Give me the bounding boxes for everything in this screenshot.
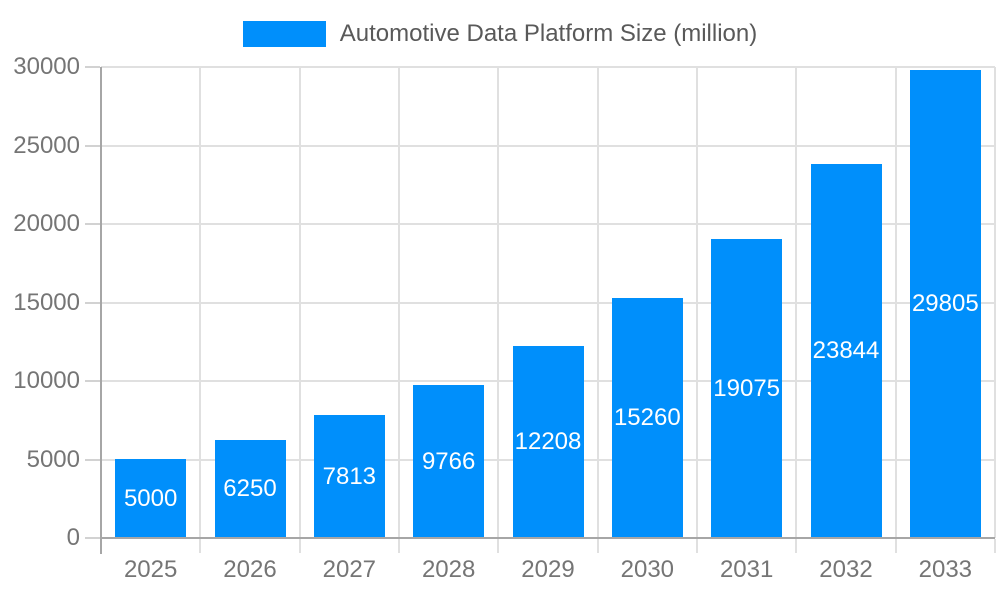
bar-2030: 15260 [611, 298, 683, 538]
x-tick-label: 2032 [819, 556, 873, 583]
bar-value-label: 19075 [713, 374, 781, 402]
bar-value-label: 5000 [123, 484, 178, 512]
y-tick-label: 0 [66, 524, 80, 551]
legend-swatch [242, 21, 326, 47]
bar-2028: 9766 [413, 385, 485, 538]
bar-value-label: 6250 [223, 475, 277, 502]
x-tick-label: 2030 [620, 556, 675, 583]
bar-value-label: 15260 [613, 404, 681, 431]
bar-2031: 19075 [711, 239, 783, 538]
y-tick-label: 30000 [13, 53, 80, 80]
bar-2033: 29805 [909, 70, 981, 538]
x-axis-line [101, 537, 995, 539]
vertical-gridline [497, 67, 500, 538]
x-tick-label: 2029 [521, 556, 575, 583]
bar-value-label: 23844 [812, 337, 880, 364]
x-tick-mark [398, 539, 400, 553]
bar-2029: 12208 [512, 346, 584, 538]
horizontal-gridline [101, 66, 995, 68]
bar-2026: 6250 [214, 440, 286, 538]
plot-area: 5000 6250 7813 9766 12208 15260 19075 23844 2980… [101, 66, 996, 538]
legend: Automotive Data Platform Size (million) [0, 20, 1000, 48]
x-tick-mark [696, 539, 698, 553]
bar-2025: 5000 [115, 459, 187, 538]
y-tick-mark [85, 223, 100, 225]
vertical-gridline [596, 67, 599, 538]
x-tick-label: 2025 [123, 556, 178, 583]
bar-2027: 7813 [313, 415, 385, 538]
legend-label: Automotive Data Platform Size (million) [339, 20, 758, 47]
y-axis-line [100, 67, 102, 554]
y-tick-mark [85, 144, 100, 147]
vertical-gridline [199, 67, 202, 538]
vertical-gridline [894, 67, 897, 538]
vertical-gridline [795, 67, 798, 538]
x-tick-label: 2026 [223, 556, 277, 583]
bar-2032: 23844 [810, 164, 882, 538]
y-tick-label: 25000 [13, 131, 80, 159]
bar-value-label: 12208 [514, 428, 582, 455]
x-tick-mark [894, 539, 897, 553]
horizontal-gridline [101, 301, 995, 304]
vertical-gridline [398, 67, 400, 538]
x-axis-labels: 2025 2026 2027 2028 2029 2030 2031 2032 2033 [101, 556, 995, 588]
x-tick-mark [497, 539, 500, 553]
vertical-gridline [994, 67, 996, 538]
x-tick-label: 2033 [918, 556, 973, 583]
x-tick-label: 2027 [322, 556, 377, 583]
x-tick-mark [795, 539, 798, 553]
x-tick-mark [199, 539, 202, 553]
x-tick-label: 2031 [719, 556, 774, 583]
y-tick-mark [85, 458, 100, 461]
vertical-gridline [696, 67, 698, 538]
bar-value-label: 7813 [322, 462, 377, 490]
x-tick-label: 2028 [421, 556, 476, 583]
horizontal-gridline [101, 223, 995, 225]
y-tick-mark [85, 66, 100, 68]
y-tick-mark [85, 537, 100, 539]
y-tick-label: 15000 [13, 288, 80, 316]
horizontal-gridline [101, 144, 995, 147]
bar-value-label: 29805 [911, 290, 979, 317]
x-tick-mark [298, 539, 301, 553]
vertical-gridline [298, 67, 301, 538]
y-tick-label: 10000 [13, 367, 80, 394]
y-axis-labels: 0 5000 10000 15000 20000 25000 30000 [0, 53, 80, 551]
y-tick-mark [85, 301, 100, 304]
y-tick-label: 5000 [26, 445, 80, 473]
y-tick-mark [85, 380, 100, 382]
y-tick-label: 20000 [13, 210, 80, 237]
x-tick-mark [994, 539, 996, 553]
bar-value-label: 9766 [421, 447, 476, 475]
x-tick-mark [596, 539, 599, 553]
